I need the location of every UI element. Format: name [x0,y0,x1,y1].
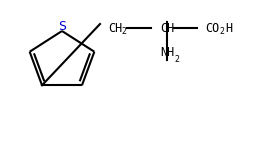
Text: CH: CH [108,21,122,34]
Text: NH: NH [160,46,174,59]
Text: 2: 2 [219,27,224,36]
Text: 2: 2 [121,27,126,36]
Text: CH: CH [160,21,174,34]
Text: CO: CO [205,21,219,34]
Text: 2: 2 [174,54,179,63]
Text: H: H [225,21,232,34]
Text: S: S [58,20,66,33]
